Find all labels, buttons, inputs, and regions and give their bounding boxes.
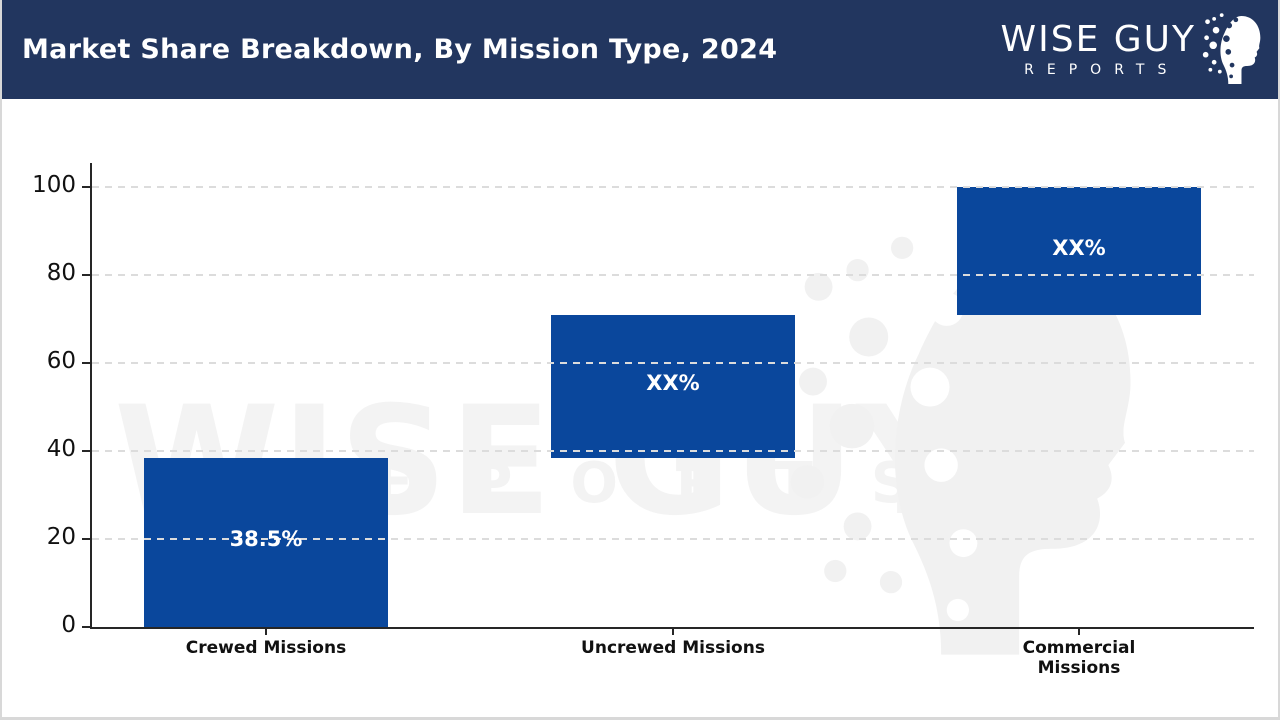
bar-value-label: XX% <box>646 371 700 396</box>
y-tick-label: 0 <box>61 612 76 638</box>
logo-wordmark: WISE GUY <box>1000 18 1196 60</box>
y-tick <box>82 274 90 276</box>
y-tick-label: 40 <box>46 436 76 462</box>
y-tick-label: 100 <box>32 172 76 198</box>
gridline-60 <box>92 362 1254 364</box>
y-tick <box>82 626 90 628</box>
y-tick-label: 60 <box>46 348 76 374</box>
gridline-20 <box>92 538 1254 540</box>
header-bar: Market Share Breakdown, By Mission Type,… <box>2 0 1278 99</box>
dotted-face-profile-icon <box>1200 12 1266 88</box>
y-tick <box>82 538 90 540</box>
wise-guy-reports-logo: WISE GUY REPORTS <box>1001 12 1267 88</box>
gridline-100 <box>92 186 1254 188</box>
x-axis-line <box>90 627 1254 629</box>
page-title: Market Share Breakdown, By Mission Type,… <box>22 34 778 65</box>
gridline-40 <box>92 450 1254 452</box>
logo-subtext: REPORTS <box>1024 61 1180 78</box>
y-tick <box>82 450 90 452</box>
bar-value-label: XX% <box>1052 235 1106 260</box>
y-tick-label: 80 <box>46 260 76 286</box>
logo-text: WISE GUY REPORTS <box>1000 18 1197 78</box>
bar-2 <box>551 314 795 458</box>
bar-value-label: 38.5% <box>229 527 303 552</box>
x-tick <box>672 629 674 635</box>
x-category-label: Commercial Missions <box>1022 638 1136 679</box>
gridline-80 <box>92 274 1254 276</box>
y-tick <box>82 186 90 188</box>
x-tick <box>1078 629 1080 635</box>
x-category-label: Crewed Missions <box>185 638 347 658</box>
y-tick-label: 20 <box>46 524 76 550</box>
y-axis-line <box>90 163 92 629</box>
y-tick <box>82 362 90 364</box>
x-category-label: Uncrewed Missions <box>581 638 765 658</box>
bar-1 <box>144 457 388 627</box>
x-tick <box>265 629 267 635</box>
